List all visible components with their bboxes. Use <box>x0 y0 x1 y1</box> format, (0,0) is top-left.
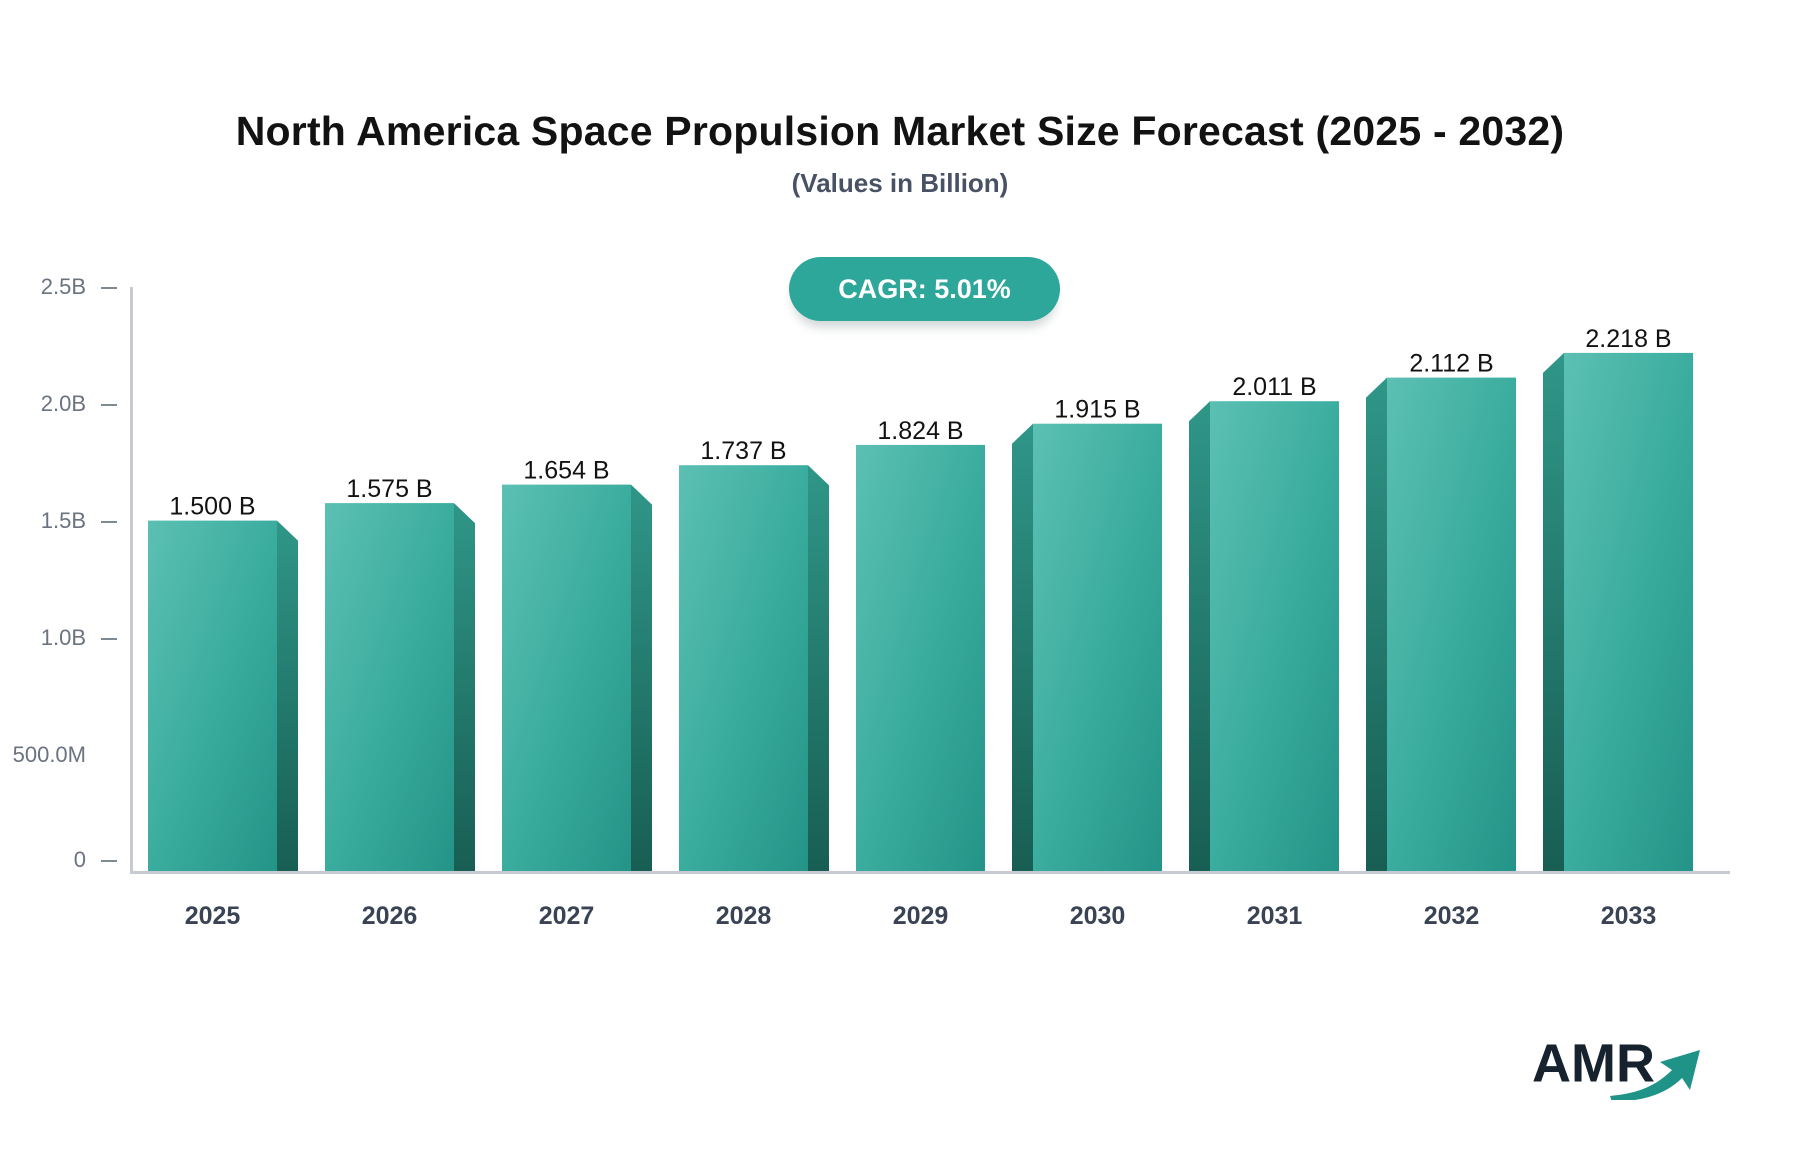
svg-text:2030: 2030 <box>1070 902 1126 930</box>
svg-text:2026: 2026 <box>362 902 418 930</box>
svg-text:1.915 B: 1.915 B <box>1054 396 1140 424</box>
svg-text:2.011 B: 2.011 B <box>1232 373 1316 401</box>
svg-text:1.654 B: 1.654 B <box>523 457 609 485</box>
svg-text:1.737 B: 1.737 B <box>700 437 786 465</box>
svg-text:2028: 2028 <box>716 902 772 930</box>
svg-text:2033: 2033 <box>1601 902 1657 930</box>
svg-text:1.575 B: 1.575 B <box>346 475 432 503</box>
svg-text:AMR: AMR <box>1532 1034 1655 1094</box>
svg-text:2032: 2032 <box>1424 902 1480 930</box>
svg-text:2027: 2027 <box>539 902 595 930</box>
svg-text:2025: 2025 <box>185 902 241 930</box>
svg-text:2031: 2031 <box>1247 902 1303 930</box>
svg-text:1.500 B: 1.500 B <box>169 493 255 521</box>
svg-text:2.112 B: 2.112 B <box>1409 350 1493 378</box>
svg-text:1.824 B: 1.824 B <box>877 417 963 445</box>
svg-text:2.218 B: 2.218 B <box>1585 325 1671 353</box>
svg-text:2029: 2029 <box>893 902 949 930</box>
